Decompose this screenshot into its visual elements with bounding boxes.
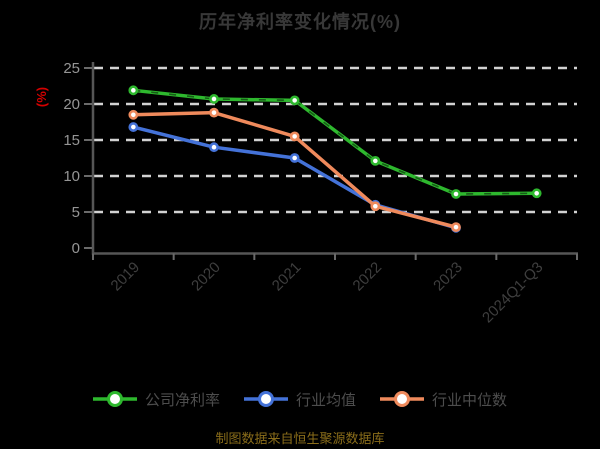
series-line-2	[131, 110, 458, 229]
legend-item-company-net-margin: 公司净利率	[92, 389, 220, 410]
y-tick-label: 10	[63, 168, 80, 185]
y-tick-label: 5	[72, 204, 80, 221]
legend-label: 行业均值	[295, 391, 356, 409]
x-tick-label: 2019	[108, 259, 144, 295]
data-source-note: 制图数据来自恒生聚源数据库	[215, 431, 385, 446]
chart-title: 历年净利率变化情况(%)	[199, 12, 401, 32]
series-point-0	[370, 155, 381, 166]
y-tick-label: 0	[72, 240, 80, 257]
x-tick-label: 2020	[188, 259, 224, 295]
series-point-1	[128, 122, 139, 132]
series-point-0	[531, 188, 542, 199]
series-point-0	[451, 189, 461, 199]
series-point-2	[289, 131, 300, 142]
legend-label: 行业中位数	[432, 391, 508, 409]
legend: 公司净利率 行业均值 行业中位数	[0, 386, 600, 412]
axis-lines	[91, 62, 578, 255]
series-point-2	[128, 109, 139, 120]
legend-item-industry-median: 行业中位数	[380, 389, 507, 410]
legend-label: 公司净利率	[144, 391, 220, 409]
y-tick-label: 20	[63, 96, 80, 113]
x-tick-label: 2024Q1-Q3	[479, 259, 546, 326]
y-axis-unit-label: (%)	[34, 87, 49, 107]
x-tick-label: 2023	[430, 259, 466, 295]
y-tick-label: 15	[63, 132, 80, 149]
legend-swatch-industry-mean	[243, 391, 288, 407]
legend-swatch-industry-median	[380, 391, 424, 407]
x-tick-label: 2021	[269, 259, 305, 295]
series-point-2	[370, 201, 381, 212]
series-point-1	[289, 153, 300, 163]
series-point-0	[209, 94, 219, 104]
legend-item-industry-mean: 行业均值	[243, 389, 356, 410]
series-line-dash-overlay	[133, 89, 537, 195]
series-point-0	[128, 85, 139, 96]
series-point-0	[289, 95, 300, 106]
series-point-2	[209, 107, 219, 118]
series-point-2	[451, 222, 461, 233]
series-point-1	[209, 142, 219, 153]
legend-swatch-company-net-margin	[92, 391, 137, 407]
x-tick-label: 2022	[350, 259, 386, 295]
y-tick-label: 25	[63, 60, 80, 77]
